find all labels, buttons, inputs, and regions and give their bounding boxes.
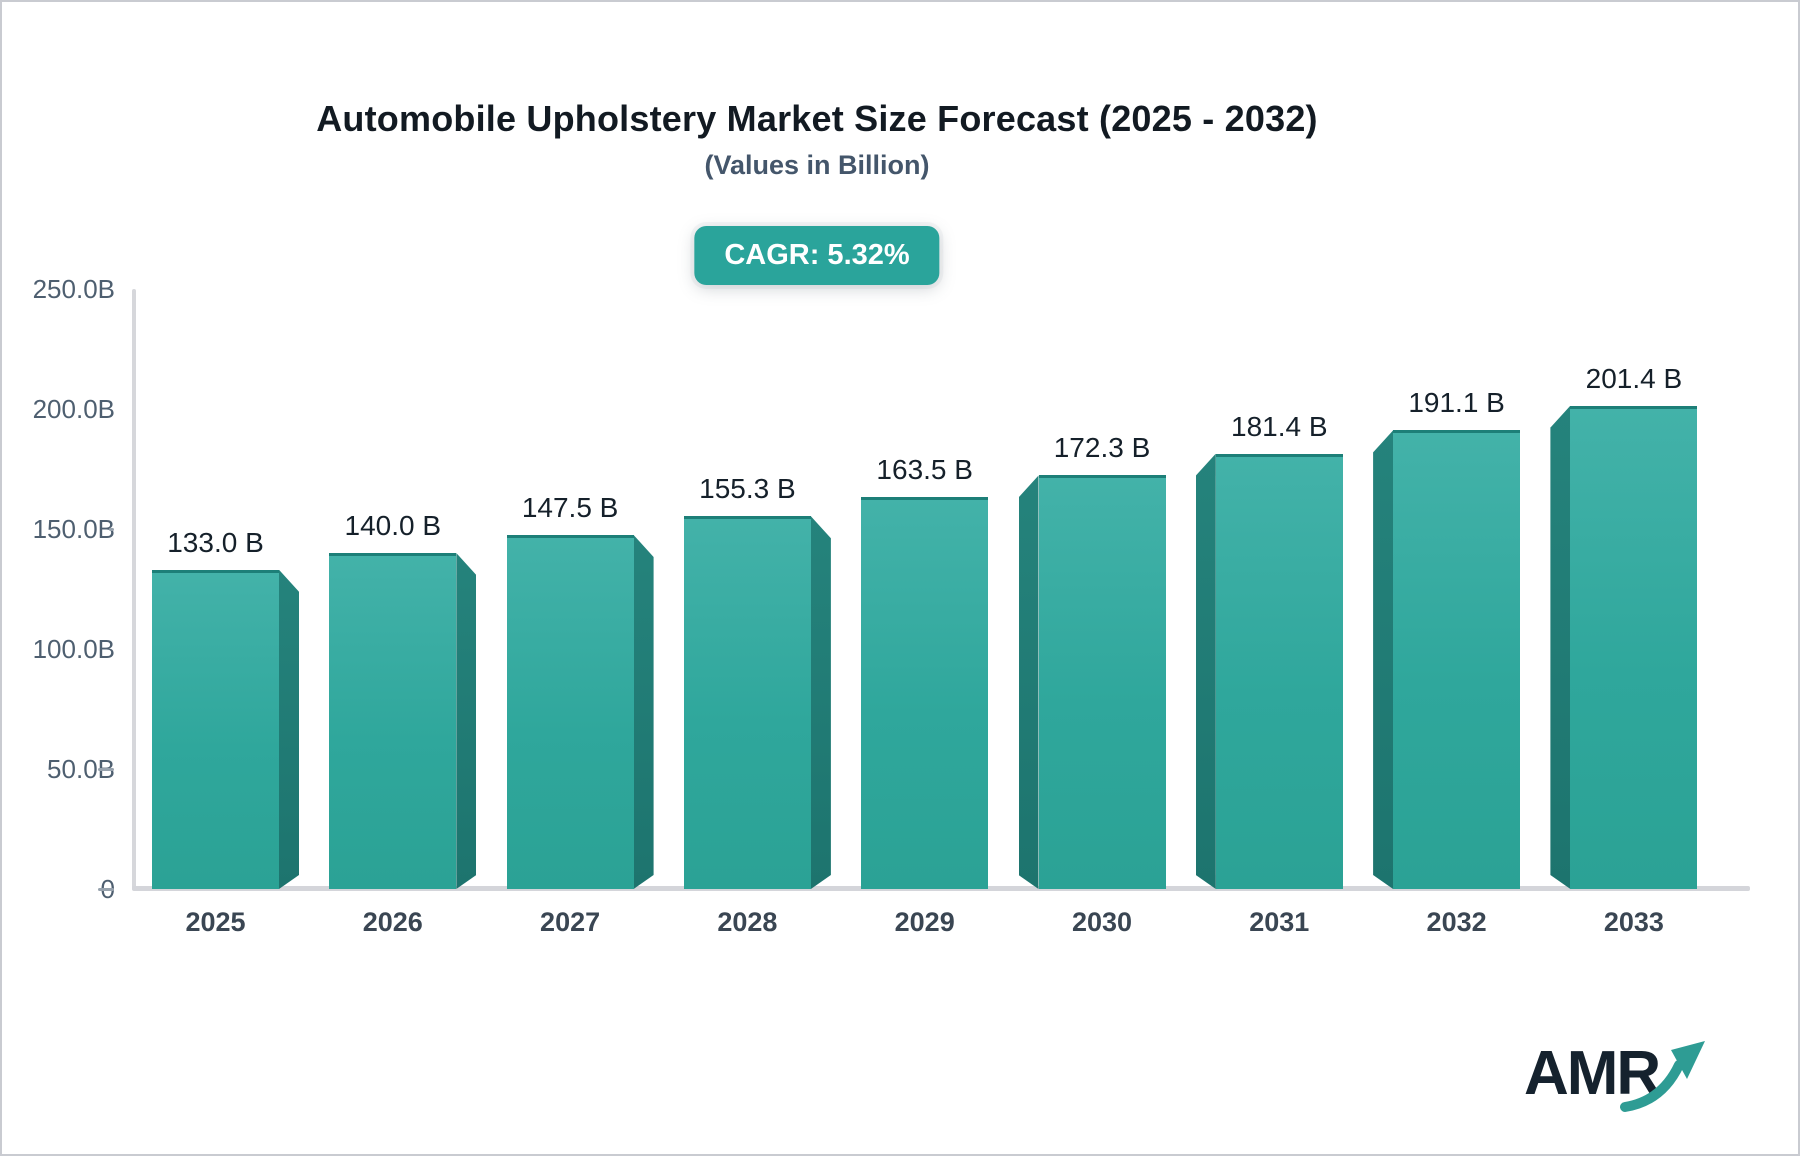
bar-2027 [506,535,634,889]
bar-3d-side [1019,475,1039,889]
bar-3d-side [279,570,299,889]
y-tick-label: 100.0B [32,634,115,664]
bar-3d-side [1550,406,1570,889]
y-tick-label: 200.0B [32,394,115,424]
bar-3d-side [456,553,476,889]
bar-2033 [1570,405,1698,889]
bar-2026 [329,553,457,889]
bar-2030 [1038,475,1166,889]
y-tick-mark [98,888,114,891]
x-axis-label: 2029 [894,907,955,937]
bar-value-label: 133.0 B [167,526,264,558]
x-axis-label: 2031 [1249,907,1310,937]
bar-2025 [152,569,279,889]
bar-value-label: 155.3 B [699,473,796,505]
bar-3d-side [1196,454,1216,889]
amr-logo: AMR [1524,1034,1717,1114]
bar-value-label: 140.0 B [344,510,442,541]
x-axis-label: 2032 [1426,907,1487,937]
x-axis-label: 2033 [1603,907,1664,937]
bar-value-label: 163.5 B [876,453,973,485]
bar-value-label: 191.1 B [1408,387,1505,419]
y-axis-line [132,289,136,889]
y-tick-mark [98,768,114,771]
bar-2028 [683,516,811,889]
bar-2031 [1215,453,1343,889]
page-title: Automobile Upholstery Market Size Foreca… [316,98,1318,139]
bar-3d-side [1373,430,1393,889]
y-tick-mark [109,528,114,531]
bar-3d-side [634,535,654,889]
x-axis-label: 2027 [540,907,601,937]
x-axis-label: 2025 [185,907,246,937]
x-axis-label: 2028 [717,907,778,937]
bar-2032 [1393,430,1521,889]
bar-value-label: 201.4 B [1585,362,1683,394]
cagr-badge: CAGR: 5.32% [694,226,940,285]
bar-3d-side [811,516,831,889]
bar-2029 [861,496,989,889]
y-tick-label: 250.0B [32,274,115,304]
bar-value-label: 181.4 B [1231,410,1328,442]
x-axis-label: 2026 [362,907,423,937]
y-tick-label: 150.0B [32,514,115,544]
bar-value-label: 172.3 B [1053,432,1151,464]
growth-arrow-icon [1620,1041,1706,1112]
x-axis-label: 2030 [1071,907,1133,937]
amr-logo-text: AMR [1524,1039,1661,1108]
chart-subtitle: (Values in Billion) [704,150,930,180]
bar-value-label: 147.5 B [521,492,619,523]
